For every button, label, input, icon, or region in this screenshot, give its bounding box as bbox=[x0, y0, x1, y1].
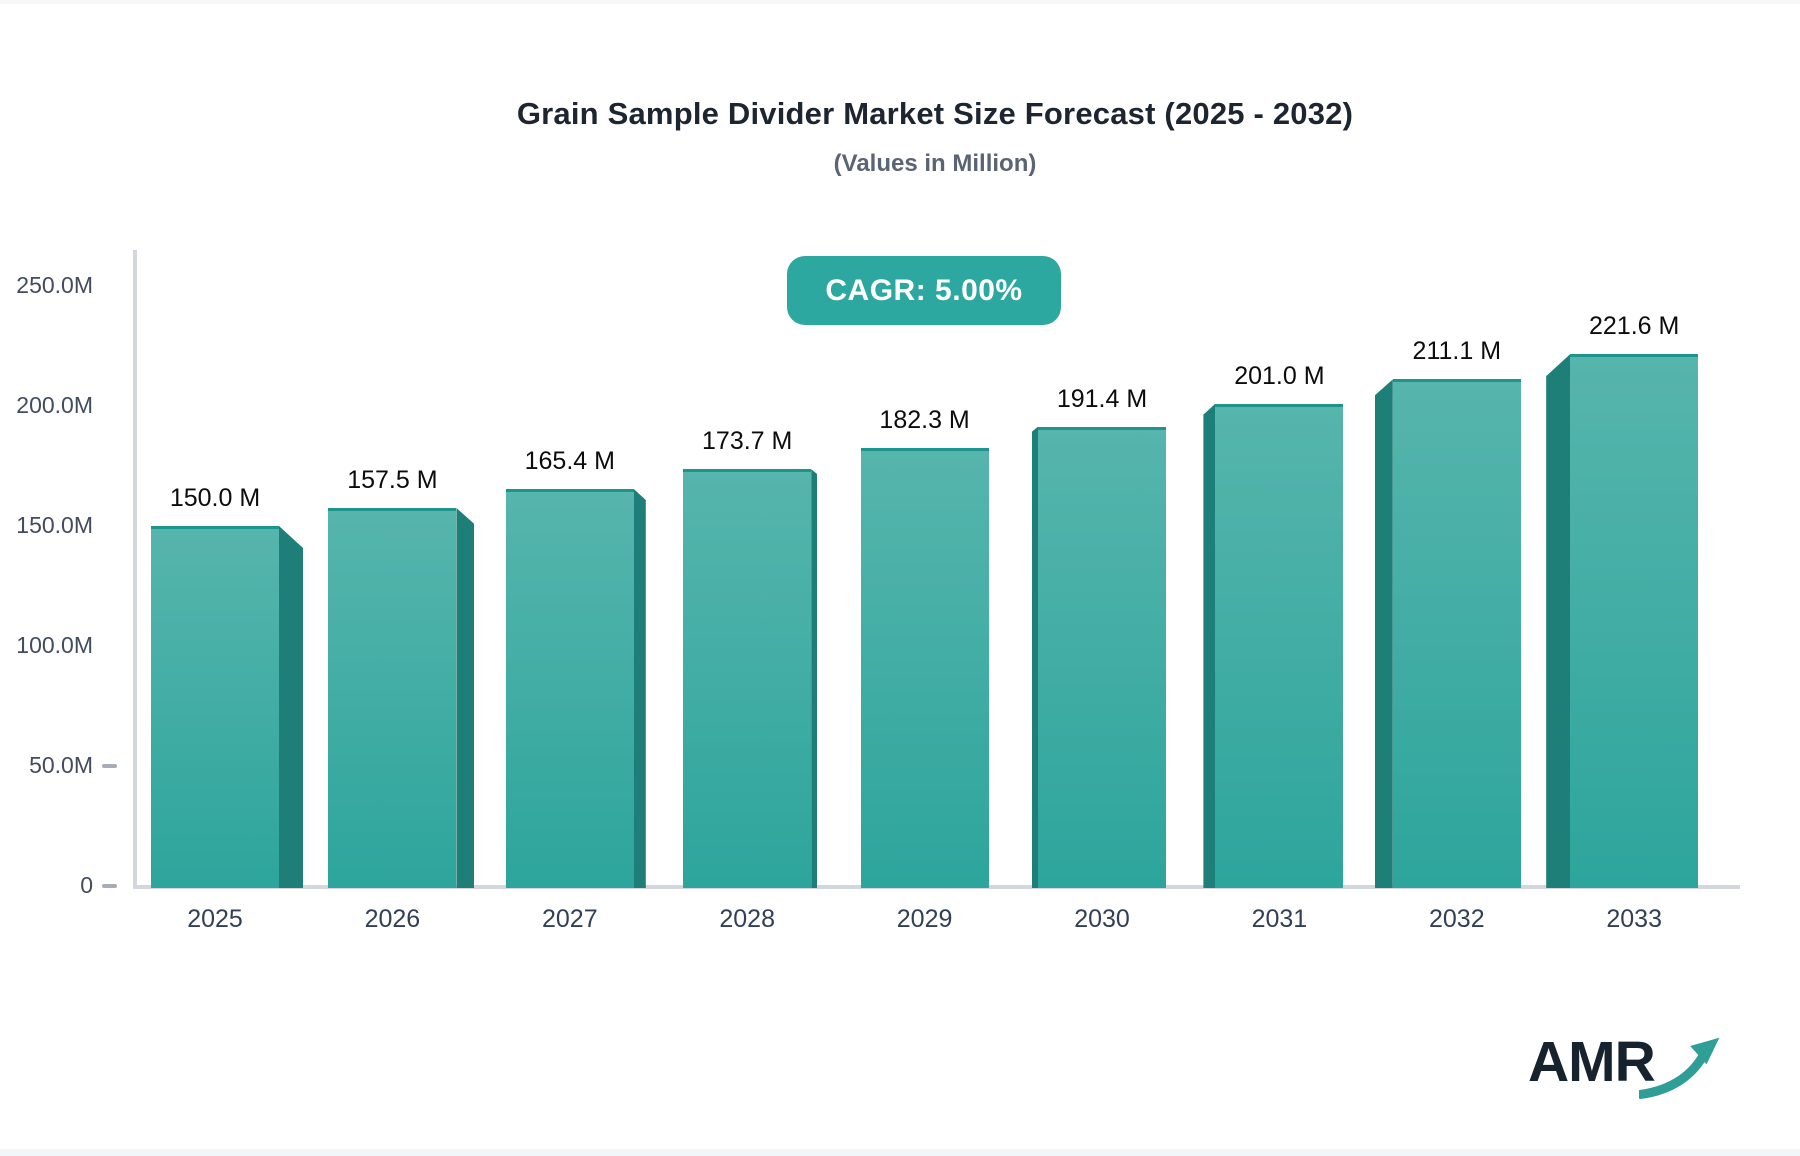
cagr-badge-label: CAGR: 5.00% bbox=[825, 273, 1023, 307]
bar-value-label: 211.1 M bbox=[1412, 337, 1502, 366]
bar-value-label: 191.4 M bbox=[1056, 384, 1148, 413]
bar-2028[interactable] bbox=[683, 469, 812, 888]
bar-side-2026 bbox=[456, 508, 475, 888]
bar-side-2030 bbox=[1032, 426, 1038, 888]
y-axis-tick bbox=[102, 764, 117, 768]
amr-logo: AMR bbox=[1528, 1032, 1748, 1122]
bar-2025[interactable] bbox=[151, 526, 279, 888]
bar-2031[interactable] bbox=[1215, 403, 1344, 888]
x-axis-label: 2027 bbox=[541, 905, 598, 933]
bar-side-2027 bbox=[633, 489, 646, 888]
bar-2029[interactable] bbox=[860, 448, 989, 888]
bar-side-2025 bbox=[279, 526, 303, 888]
y-axis-label: 200.0M bbox=[16, 392, 93, 418]
bar-2032[interactable] bbox=[1392, 379, 1521, 888]
page-title: Grain Sample Divider Market Size Forecas… bbox=[516, 96, 1354, 131]
bar-value-label: 182.3 M bbox=[879, 406, 970, 435]
y-axis-line bbox=[133, 250, 137, 889]
top-strip bbox=[0, 0, 1800, 4]
y-axis-label: 250.0M bbox=[16, 272, 93, 298]
bar-value-label: 173.7 M bbox=[702, 427, 793, 456]
bar-side-2031 bbox=[1203, 403, 1216, 888]
bar-value-label: 221.6 M bbox=[1589, 312, 1680, 341]
page-subtitle: (Values in Million) bbox=[833, 150, 1037, 177]
bar-2026[interactable] bbox=[328, 508, 457, 888]
x-axis-label: 2028 bbox=[719, 905, 775, 933]
x-axis-label: 2032 bbox=[1428, 905, 1485, 933]
bar-2030[interactable] bbox=[1038, 426, 1166, 888]
y-axis-label: 100.0M bbox=[16, 632, 93, 658]
bar-2027[interactable] bbox=[505, 489, 634, 888]
y-axis-label: 50.0M bbox=[29, 752, 93, 778]
growth-arrow-icon bbox=[1638, 1037, 1720, 1099]
bar-value-label: 157.5 M bbox=[347, 466, 438, 494]
bar-side-2032 bbox=[1374, 379, 1393, 888]
bar-value-label: 150.0 M bbox=[169, 484, 261, 512]
bottom-strip bbox=[0, 1149, 1800, 1156]
x-axis-label: 2030 bbox=[1074, 905, 1130, 933]
amr-logo-text: AMR bbox=[1528, 1030, 1656, 1094]
y-axis-label: 150.0M bbox=[16, 512, 93, 538]
y-axis-label: 0 bbox=[80, 872, 93, 898]
cagr-badge: CAGR: 5.00% bbox=[787, 256, 1061, 325]
x-axis-label: 2031 bbox=[1251, 905, 1308, 933]
bar-side-2028 bbox=[811, 469, 818, 888]
bar-side-2033 bbox=[1546, 354, 1571, 888]
x-axis-label: 2026 bbox=[364, 905, 421, 933]
y-axis-tick bbox=[102, 884, 117, 888]
x-axis-label: 2029 bbox=[896, 905, 953, 933]
bar-value-label: 201.0 M bbox=[1234, 361, 1325, 390]
x-axis-label: 2025 bbox=[187, 905, 243, 933]
bar-value-label: 165.4 M bbox=[524, 447, 615, 476]
x-axis-label: 2033 bbox=[1606, 905, 1662, 933]
bar-2033[interactable] bbox=[1570, 354, 1699, 888]
